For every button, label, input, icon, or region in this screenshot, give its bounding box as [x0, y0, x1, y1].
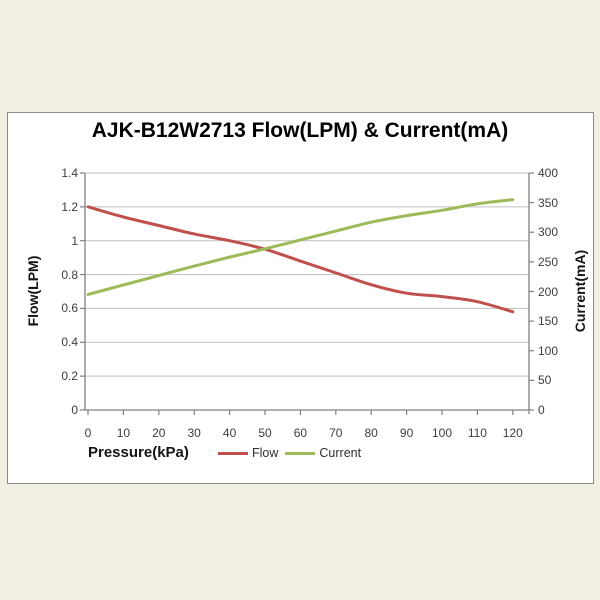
x-tick-label: 110 — [467, 426, 487, 440]
y-right-tick-label: 350 — [538, 195, 559, 210]
legend-label-current: Current — [319, 446, 362, 460]
y-right-tick-label: 400 — [538, 166, 559, 180]
y-right-tick-label: 200 — [538, 284, 559, 299]
x-tick-label: 100 — [431, 426, 453, 440]
legend-label-flow: Flow — [252, 446, 279, 460]
x-tick-label: 10 — [116, 426, 131, 440]
legend: Flow Current — [218, 446, 361, 460]
x-tick-label: 60 — [293, 426, 308, 440]
x-tick-label: 20 — [152, 426, 166, 440]
y-right-tick-label: 150 — [538, 314, 559, 329]
y-left-tick-label: 0.4 — [61, 335, 78, 350]
y-right-tick-label: 50 — [538, 373, 552, 388]
y-right-tick-label: 0 — [538, 403, 545, 417]
y-left-tick-label: 0 — [71, 403, 78, 417]
y-right-tick-label: 100 — [538, 343, 559, 358]
y-right-tick-label: 300 — [538, 225, 559, 240]
x-tick-label: 120 — [502, 426, 523, 440]
right-axis-title: Current(mA) — [572, 249, 588, 333]
current-line-swatch — [285, 451, 316, 455]
y-right-tick-label: 250 — [538, 254, 559, 269]
legend-item-current: Current — [285, 446, 361, 460]
x-tick-label: 40 — [222, 426, 237, 440]
chart-title: AJK-B12W2713 Flow(LPM) & Current(mA) — [91, 119, 509, 142]
y-left-tick-label: 1.2 — [61, 199, 78, 214]
x-tick-label: 50 — [258, 426, 272, 440]
y-left-tick-label: 0.6 — [61, 301, 78, 316]
x-tick-label: 70 — [329, 426, 343, 440]
y-left-tick-label: 1 — [71, 233, 78, 248]
left-axis-title: Flow(LPM) — [25, 255, 41, 327]
x-tick-label: 90 — [399, 426, 414, 440]
y-left-tick-label: 0.2 — [61, 369, 78, 384]
flow-line-swatch — [218, 451, 248, 455]
x-tick-label: 80 — [364, 426, 378, 440]
x-axis-title: Pressure(kPa) — [88, 444, 189, 461]
y-left-tick-label: 1.4 — [61, 166, 78, 180]
legend-item-flow: Flow — [218, 446, 278, 460]
x-tick-label: 0 — [84, 426, 92, 440]
y-left-tick-label: 0.8 — [61, 267, 78, 282]
x-tick-label: 30 — [187, 426, 201, 440]
